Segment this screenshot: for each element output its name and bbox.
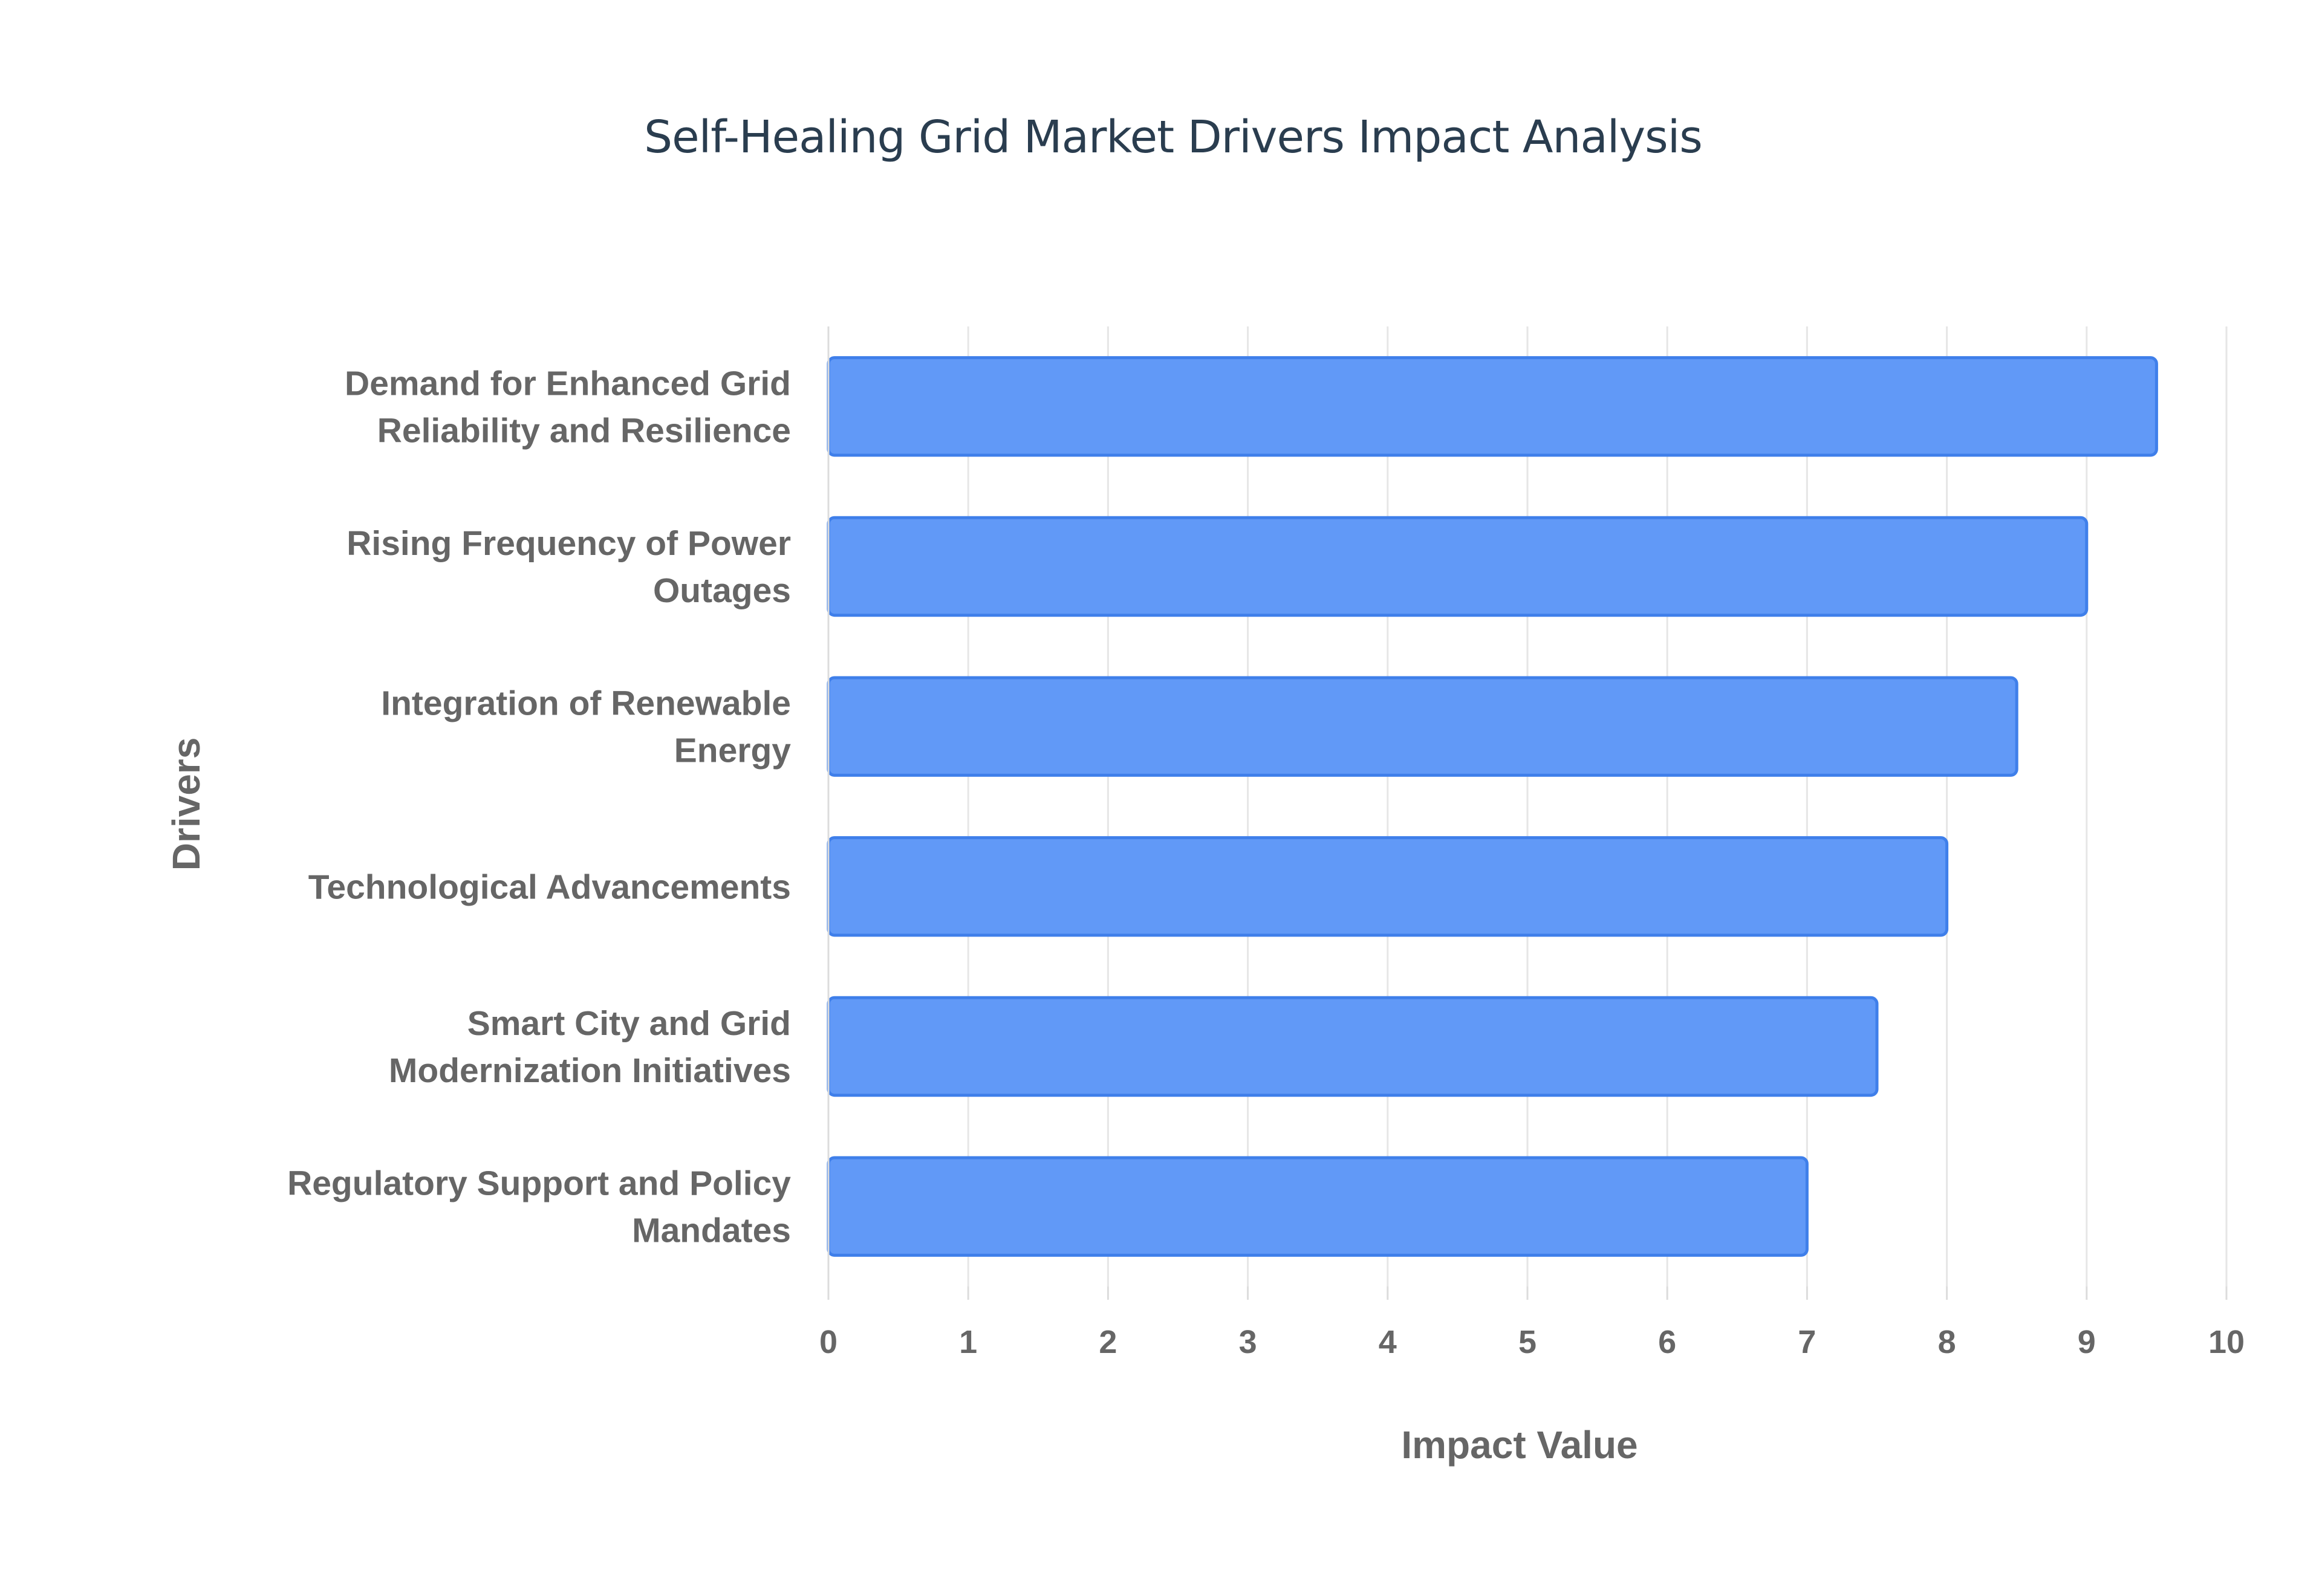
x-tick-label: 5 (1518, 1324, 1537, 1360)
x-tick-label: 0 (819, 1324, 837, 1360)
category-label: Regulatory Support and Policy Mandates (287, 1164, 791, 1250)
category-labels: Demand for Enhanced Grid Reliability and … (287, 364, 791, 1250)
x-tick-label: 7 (1798, 1324, 1816, 1360)
x-tick-labels: 0 1 2 3 4 5 6 7 8 9 10 (819, 1324, 2245, 1360)
bar (827, 676, 2018, 777)
category-label: Integration of Renewable Energy (381, 684, 791, 770)
category-label: Rising Frequency of Power Outages (346, 524, 791, 610)
category-label-line: Regulatory Support and Policy (287, 1164, 791, 1203)
category-label-line: Mandates (632, 1212, 791, 1250)
x-tick-label: 4 (1379, 1324, 1397, 1360)
category-label-line: Technological Advancements (308, 868, 791, 906)
category-label-line: Integration of Renewable (381, 684, 791, 723)
category-label-line: Modernization Initiatives (389, 1051, 791, 1090)
gridlines (967, 326, 2228, 1286)
x-tick-label: 1 (959, 1324, 977, 1360)
bar (827, 1156, 1809, 1257)
category-label-line: Energy (674, 731, 792, 770)
chart-title: Self-Healing Grid Market Drivers Impact … (644, 111, 1702, 163)
x-axis-title: Impact Value (1401, 1423, 1637, 1467)
y-axis-title: Drivers (164, 738, 208, 871)
category-label-line: Demand for Enhanced Grid (345, 364, 791, 403)
bar (827, 516, 2089, 617)
category-label-line: Reliability and Resilience (377, 411, 791, 450)
x-tick-label: 9 (2078, 1324, 2096, 1360)
category-label: Smart City and Grid Modernization Initiat… (389, 1004, 791, 1090)
x-tick-label: 3 (1239, 1324, 1257, 1360)
category-label-line: Outages (653, 571, 791, 610)
axes (827, 326, 2228, 1300)
category-label: Demand for Enhanced Grid Reliability and … (345, 364, 791, 450)
bar (827, 996, 1879, 1097)
x-tick-label: 10 (2208, 1324, 2245, 1360)
x-tick-label: 8 (1938, 1324, 1956, 1360)
x-tick-label: 2 (1099, 1324, 1117, 1360)
bars (827, 356, 2158, 1257)
category-label-line: Smart City and Grid (467, 1004, 791, 1043)
bar (827, 356, 2158, 457)
bar (827, 836, 1949, 937)
category-label-line: Rising Frequency of Power (346, 524, 791, 563)
category-label: Technological Advancements (308, 868, 791, 906)
x-tick-label: 6 (1658, 1324, 1676, 1360)
